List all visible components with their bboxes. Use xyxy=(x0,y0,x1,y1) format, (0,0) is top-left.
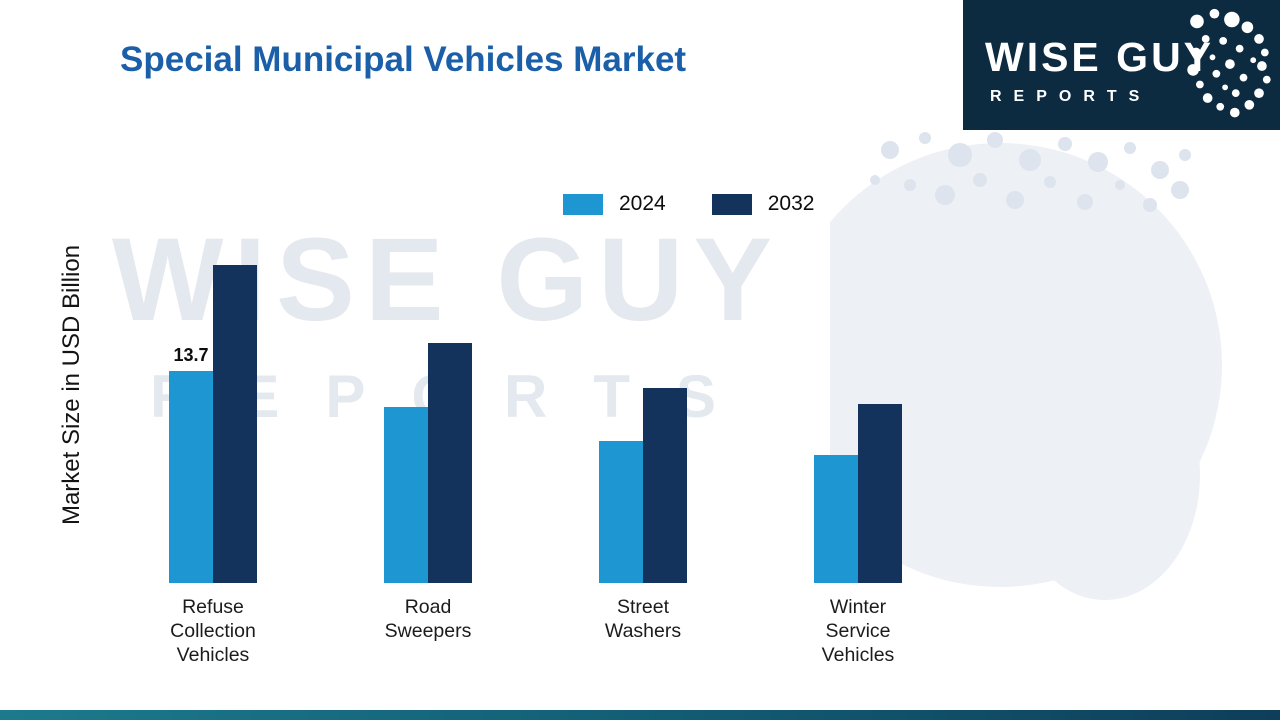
legend-label-2032: 2032 xyxy=(767,192,815,215)
bar-2032-refuse-collection-vehicles xyxy=(213,265,257,583)
chart-legend: 2024 2032 xyxy=(563,192,814,216)
page-title: Special Municipal Vehicles Market xyxy=(120,40,687,79)
logo-wordmark: WISE GUY xyxy=(985,34,1215,80)
logo-head-dots-icon xyxy=(1187,8,1271,118)
bar-group-refuse-collection-vehicles: 13.7 Refuse Collection Vehicles xyxy=(169,243,257,666)
bar-2032-street-washers xyxy=(643,388,687,583)
logo-subtext: REPORTS xyxy=(990,88,1152,105)
bar-2032-road-sweepers xyxy=(428,343,472,583)
legend-item-2032: 2032 xyxy=(711,192,815,216)
y-axis-label: Market Size in USD Billion xyxy=(58,244,85,526)
bar-2032-winter-service-vehicles xyxy=(858,404,902,583)
category-label-winter-service-vehicles: Winter Service Vehicles xyxy=(821,596,895,666)
plot-area: 13.7 Refuse Collection Vehicles Road Sweep… xyxy=(125,243,1005,666)
bar-2024-road-sweepers xyxy=(384,407,428,583)
category-label-road-sweepers: Road Sweepers xyxy=(384,596,472,642)
bar-2024-street-washers xyxy=(599,441,643,583)
logo-block: WISE GUY REPORTS xyxy=(963,0,1280,130)
head-silhouette-icon xyxy=(830,132,1222,600)
category-label-refuse-collection-vehicles: Refuse Collection Vehicles xyxy=(170,596,256,666)
legend-item-2024: 2024 xyxy=(563,192,666,216)
bar-group-street-washers: Street Washers xyxy=(599,243,687,642)
legend-swatch-2032 xyxy=(711,193,752,215)
bar-group-winter-service-vehicles: Winter Service Vehicles xyxy=(814,243,902,666)
legend-label-2024: 2024 xyxy=(619,192,666,215)
footer-accent-bar xyxy=(0,710,1280,720)
bar-value-label-2024-refuse-collection-vehicles: 13.7 xyxy=(173,345,209,365)
bar-2024-refuse-collection-vehicles xyxy=(169,371,213,583)
bar-2024-winter-service-vehicles xyxy=(814,455,858,583)
category-label-street-washers: Street Washers xyxy=(604,596,682,642)
legend-swatch-2024 xyxy=(563,193,603,215)
bar-group-road-sweepers: Road Sweepers xyxy=(384,243,472,642)
